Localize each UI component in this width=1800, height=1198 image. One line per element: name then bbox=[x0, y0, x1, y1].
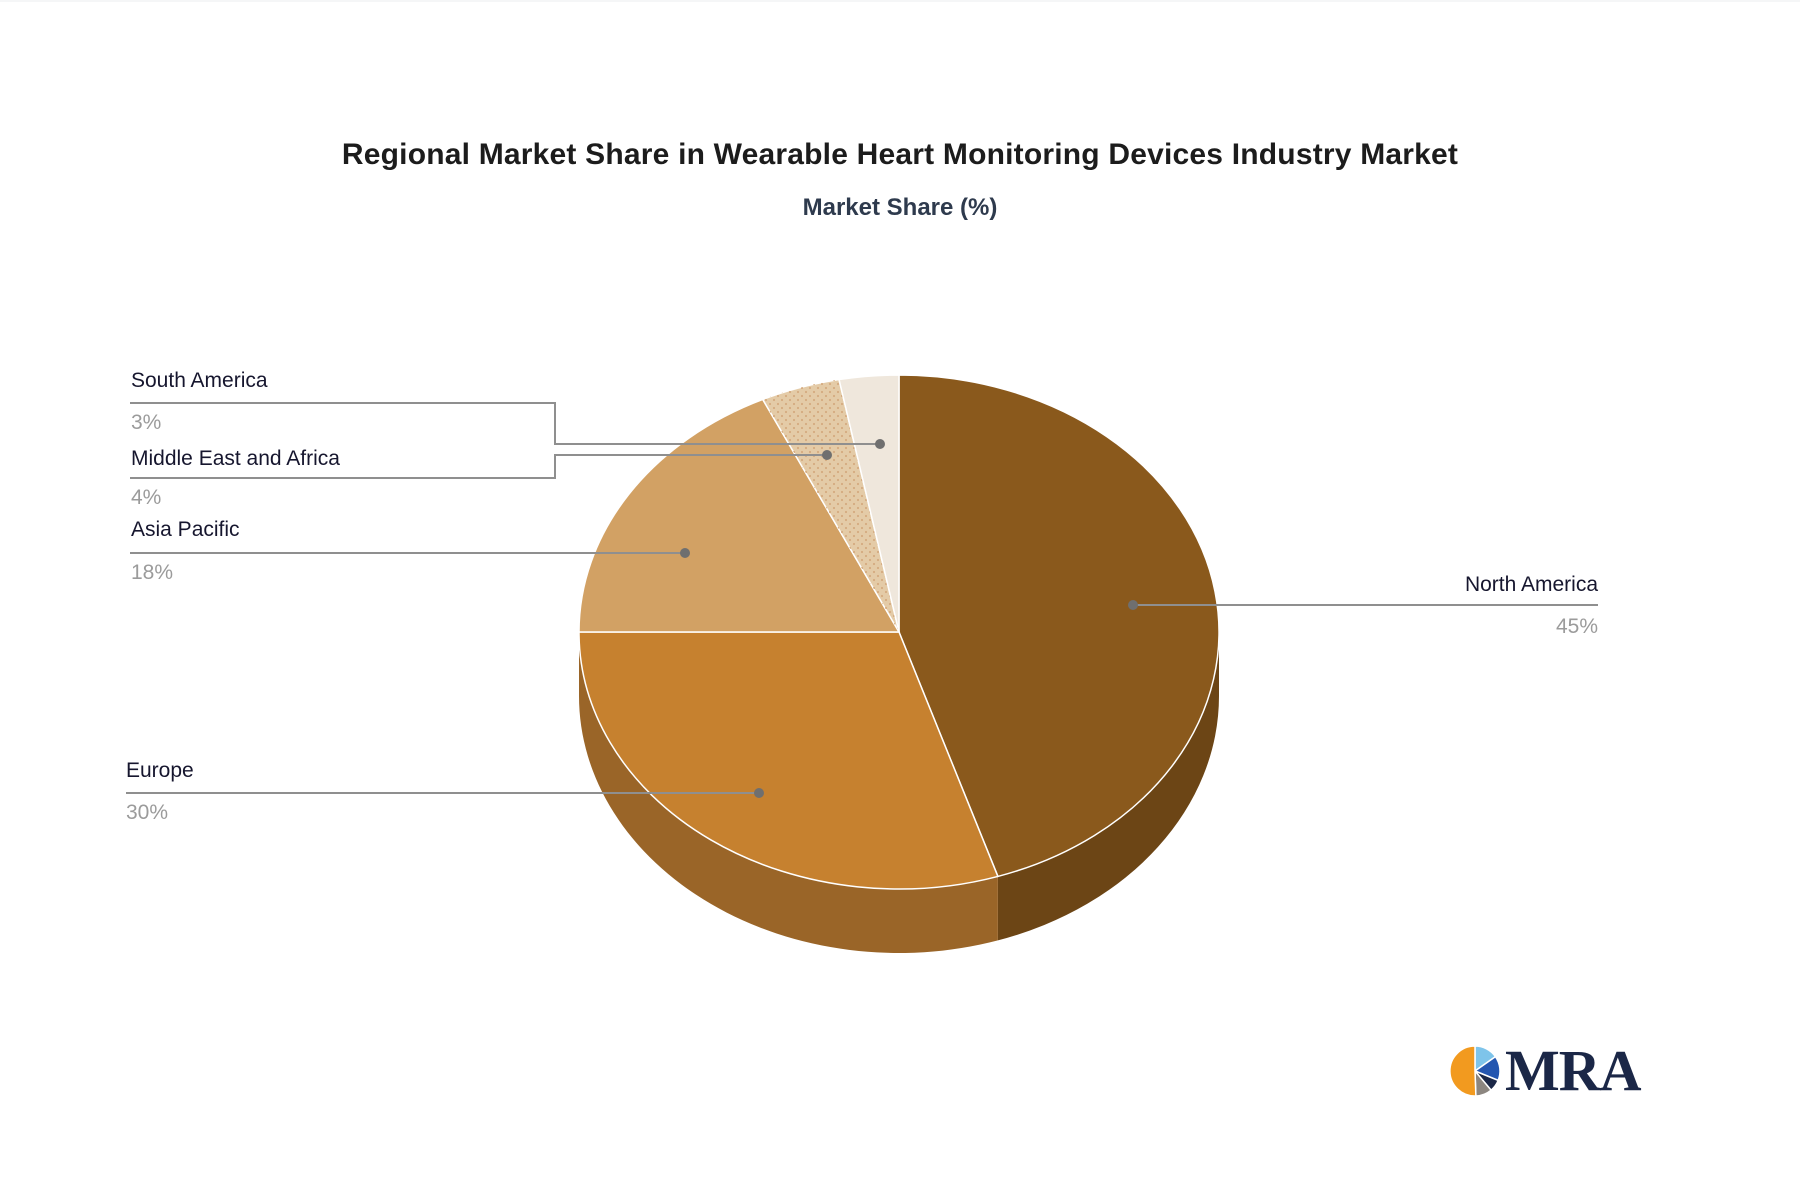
callout-value-south-america: 3% bbox=[131, 411, 162, 434]
mra-logo-pie-icon bbox=[1449, 1045, 1501, 1097]
callout-dot-south-america bbox=[875, 439, 885, 449]
callout-value-europe: 30% bbox=[126, 801, 169, 824]
callout-label-north-america: North America bbox=[1464, 573, 1598, 596]
pie-slice-pattern-middle-east-and-africa bbox=[762, 379, 899, 632]
callout-value-asia-pacific: 18% bbox=[131, 561, 174, 584]
callout-label-europe: Europe bbox=[126, 759, 194, 782]
callout-label-asia-pacific: Asia Pacific bbox=[131, 518, 240, 541]
chart-subtitle: Market Share (%) bbox=[802, 194, 998, 221]
callout-dot-middle-east-and-africa bbox=[822, 450, 832, 460]
callout-label-south-america: South America bbox=[131, 369, 268, 392]
pie-slice-asia-pacific[interactable] bbox=[578, 398, 901, 633]
callout-line-middle-east-and-africa bbox=[130, 454, 827, 479]
pie-side-europe bbox=[579, 632, 998, 953]
logo-wedge bbox=[1449, 1045, 1477, 1097]
pie-side-north-america bbox=[997, 632, 1219, 941]
pie-slice-north-america[interactable] bbox=[898, 374, 1220, 878]
mra-logo: MRA bbox=[1448, 1038, 1648, 1104]
pie-slice-europe[interactable] bbox=[578, 631, 999, 890]
callout-value-middle-east-and-africa: 4% bbox=[131, 486, 162, 509]
callout-dot-north-america bbox=[1128, 600, 1138, 610]
callout-line-south-america bbox=[130, 402, 880, 445]
callout-dot-europe bbox=[754, 788, 764, 798]
chart-title: Regional Market Share in Wearable Heart … bbox=[341, 138, 1459, 171]
callout-label-middle-east-and-africa: Middle East and Africa bbox=[131, 447, 340, 470]
callout-dot-asia-pacific bbox=[680, 548, 690, 558]
callout-value-north-america: 45% bbox=[1555, 615, 1598, 638]
mra-logo-text: MRA bbox=[1505, 1038, 1642, 1103]
pie-slice-south-america[interactable] bbox=[838, 374, 900, 633]
